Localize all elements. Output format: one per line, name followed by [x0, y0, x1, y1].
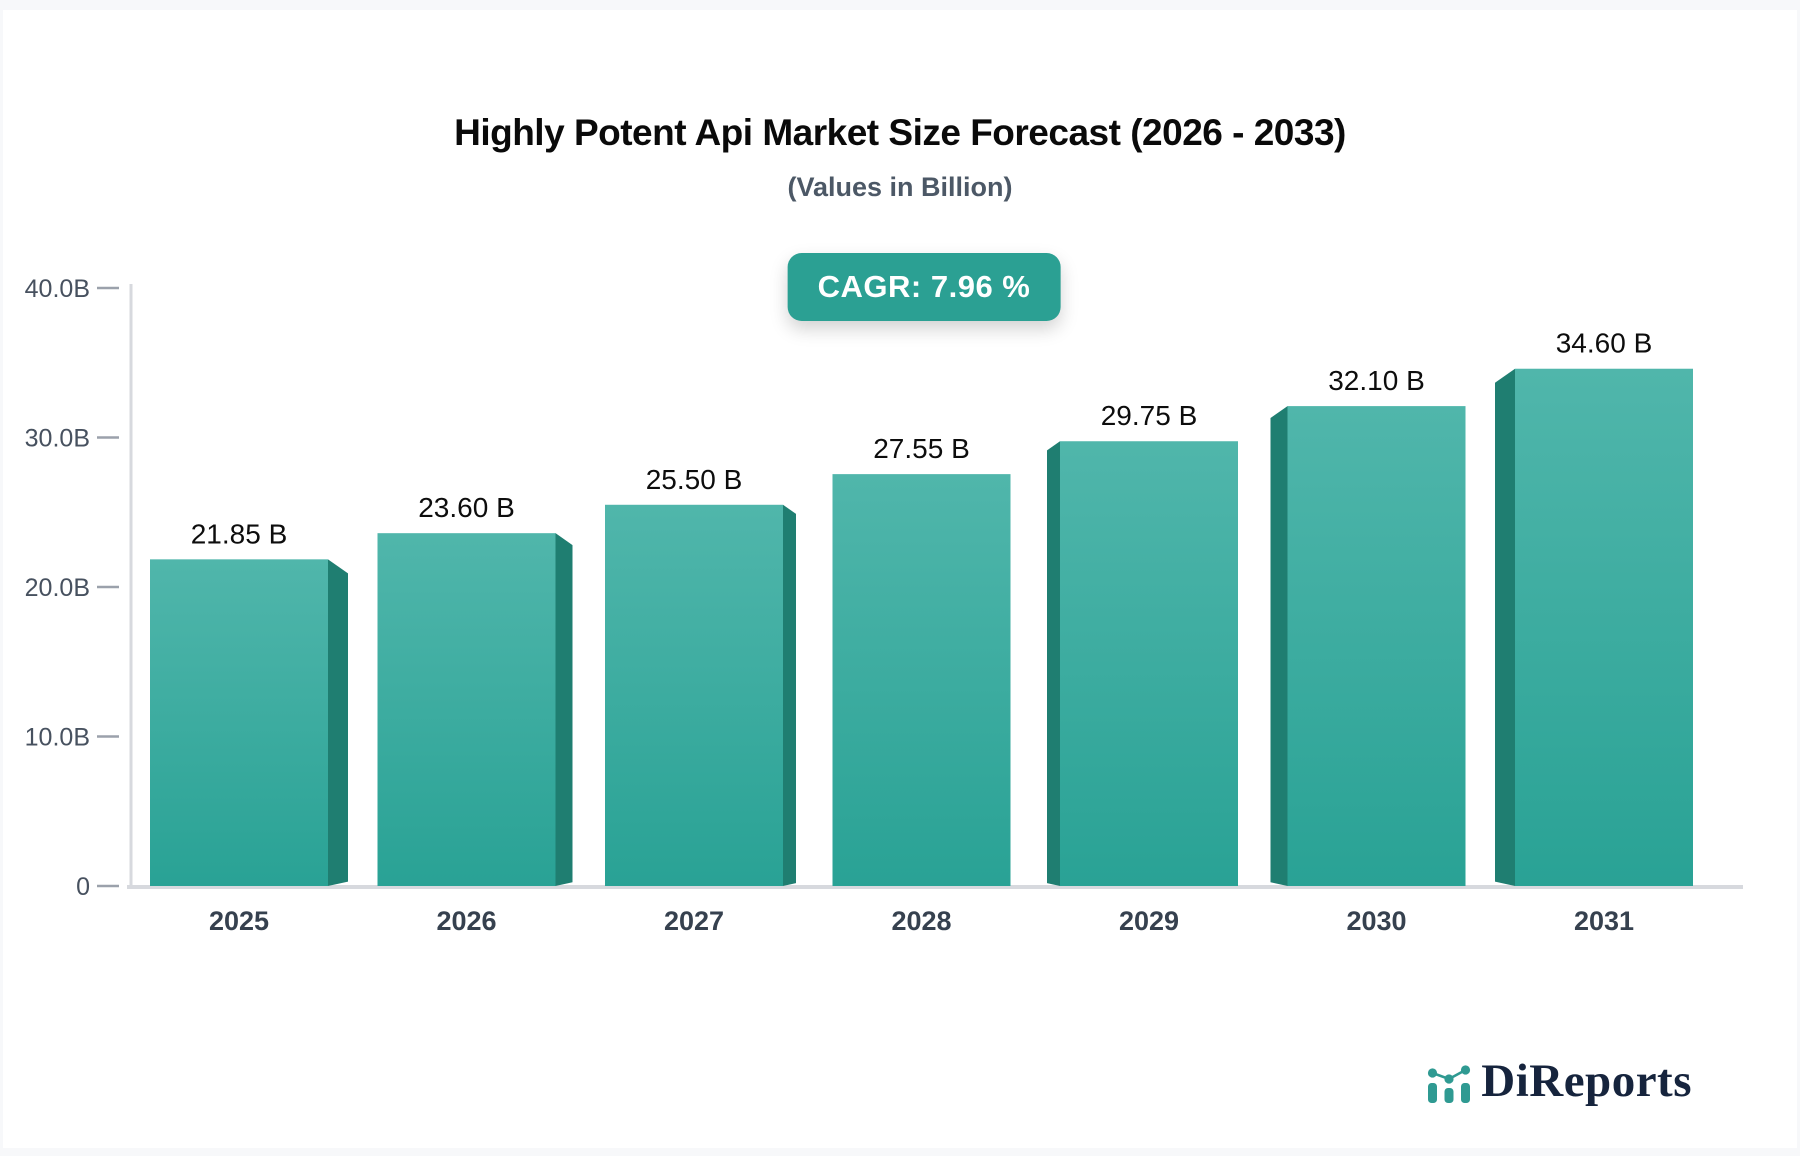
- bar-group-2028: 27.55 B 2028: [832, 433, 1011, 936]
- bar-value-label: 27.55 B: [873, 433, 970, 464]
- x-axis-label: 2026: [436, 906, 496, 936]
- bar-face: [605, 504, 783, 886]
- bar-side-face: [1047, 441, 1060, 886]
- bar-face: [832, 474, 1011, 886]
- y-axis-tick-label: 20.0B: [25, 574, 90, 602]
- x-axis-label: 2027: [664, 906, 724, 936]
- bar-value-label: 23.60 B: [418, 492, 515, 523]
- bar-value-label: 25.50 B: [646, 464, 743, 495]
- brand-logo: DiReports: [1426, 1058, 1692, 1105]
- bar-face: [377, 533, 556, 886]
- x-axis-label: 2030: [1346, 906, 1406, 936]
- chart-title: Highly Potent Api Market Size Forecast (…: [454, 112, 1346, 153]
- cagr-badge: CAGR: 7.96 %: [787, 253, 1061, 321]
- bar-side-face: [783, 504, 796, 886]
- bar-group-2029: 29.75 B 2029: [1047, 400, 1238, 936]
- bar-face: [150, 559, 328, 886]
- bar-face: [1287, 406, 1466, 886]
- y-axis-tick-label: 10.0B: [25, 724, 90, 752]
- bar-group-2025: 21.85 B 2025: [150, 518, 348, 936]
- bar-value-label: 21.85 B: [191, 518, 288, 549]
- x-axis-label: 2031: [1574, 906, 1634, 936]
- x-axis-label: 2028: [891, 906, 951, 936]
- y-axis-tick-label: 30.0B: [25, 425, 90, 453]
- y-axis-tick-label: 40.0B: [25, 275, 90, 303]
- bar-group-2031: 34.60 B 2031: [1495, 328, 1693, 936]
- bar-value-label: 29.75 B: [1101, 400, 1198, 431]
- brand-name: DiReports: [1481, 1055, 1692, 1107]
- bar-side-face: [555, 533, 573, 886]
- axes: 0 10.0B 20.0B 30.0B 40.0B: [25, 275, 1743, 901]
- bar-value-label: 32.10 B: [1328, 365, 1425, 396]
- bar-group-2026: 23.60 B 2026: [377, 492, 573, 936]
- y-axis-tick-label: 0: [76, 873, 90, 901]
- x-axis-label: 2025: [209, 906, 269, 936]
- chart-subtitle: (Values in Billion): [787, 172, 1013, 202]
- bar-side-face: [1270, 406, 1288, 886]
- bar-group-2027: 25.50 B 2027: [605, 464, 796, 936]
- cagr-badge-label: CAGR: 7.96 %: [817, 269, 1031, 304]
- bar-chart-logo-icon: [1428, 1064, 1471, 1103]
- bar-face: [1515, 368, 1693, 887]
- bar-group-2030: 32.10 B 2030: [1270, 365, 1466, 936]
- bar-side-face: [328, 559, 348, 886]
- bar-value-label: 34.60 B: [1556, 328, 1653, 359]
- bar-face: [1060, 441, 1238, 886]
- x-axis-label: 2029: [1119, 906, 1179, 936]
- bar-side-face: [1495, 368, 1515, 887]
